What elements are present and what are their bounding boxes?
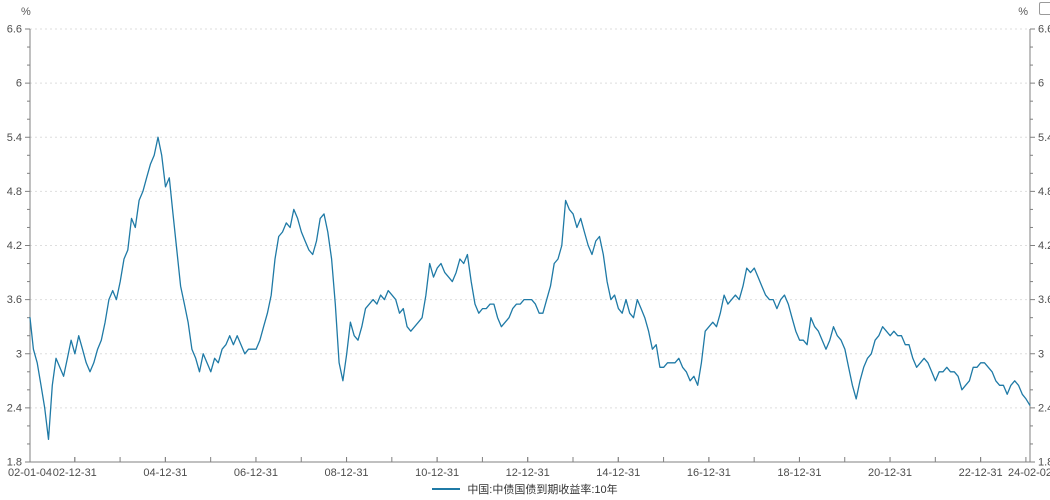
x-axis-label: 20-12-31 xyxy=(868,467,912,479)
y-axis-label-left: 3 xyxy=(16,348,22,360)
y-axis-label-left: 2.4 xyxy=(7,402,22,414)
y-axis-unit-right: % xyxy=(1018,6,1028,18)
x-axis-label: 12-12-31 xyxy=(506,467,550,479)
y-axis-label-right: 6.6 xyxy=(1038,24,1050,36)
x-axis-label: 02-01-04 xyxy=(8,467,52,479)
series-line xyxy=(29,136,1031,441)
y-axis-label-right: 2.4 xyxy=(1038,402,1050,414)
x-axis-label: 08-12-31 xyxy=(325,467,369,479)
y-axis-label-right: 3 xyxy=(1038,348,1044,360)
x-axis-label: 14-12-31 xyxy=(596,467,640,479)
y-axis-label-left: 4.8 xyxy=(7,186,22,198)
y-axis-unit-left: % xyxy=(21,6,31,18)
expand-corner-icon[interactable] xyxy=(1039,2,1050,15)
legend[interactable]: 中国:中债国债到期收益率:10年 xyxy=(0,481,1050,497)
y-axis-label-left: 4.2 xyxy=(7,240,22,252)
y-axis-label-left: 6.6 xyxy=(7,24,22,36)
y-axis-label-right: 5.4 xyxy=(1038,132,1050,144)
y-axis-label-left: 6 xyxy=(16,78,22,90)
y-axis-label-right: 4.8 xyxy=(1038,186,1050,198)
y-axis-label-left: 1.8 xyxy=(7,457,22,469)
y-axis-label-left: 3.6 xyxy=(7,294,22,306)
x-axis-label: 16-12-31 xyxy=(687,467,731,479)
y-axis-label-right: 4.2 xyxy=(1038,240,1050,252)
y-axis-label-right: 6 xyxy=(1038,78,1044,90)
x-axis-label: 04-12-31 xyxy=(143,467,187,479)
x-axis-label: 24-02-02 xyxy=(1008,467,1050,479)
legend-label: 中国:中债国债到期收益率:10年 xyxy=(467,484,618,496)
x-axis-label: 18-12-31 xyxy=(777,467,821,479)
y-axis-label-left: 5.4 xyxy=(7,132,22,144)
y-axis-label-right: 1.8 xyxy=(1038,457,1050,469)
legend-line-swatch xyxy=(432,488,461,490)
x-axis-label: 02-12-31 xyxy=(53,467,97,479)
x-axis-label: 22-12-31 xyxy=(959,467,1003,479)
x-axis-label: 06-12-31 xyxy=(234,467,278,479)
x-axis-label: 10-12-31 xyxy=(415,467,459,479)
y-axis-label-right: 3.6 xyxy=(1038,294,1050,306)
